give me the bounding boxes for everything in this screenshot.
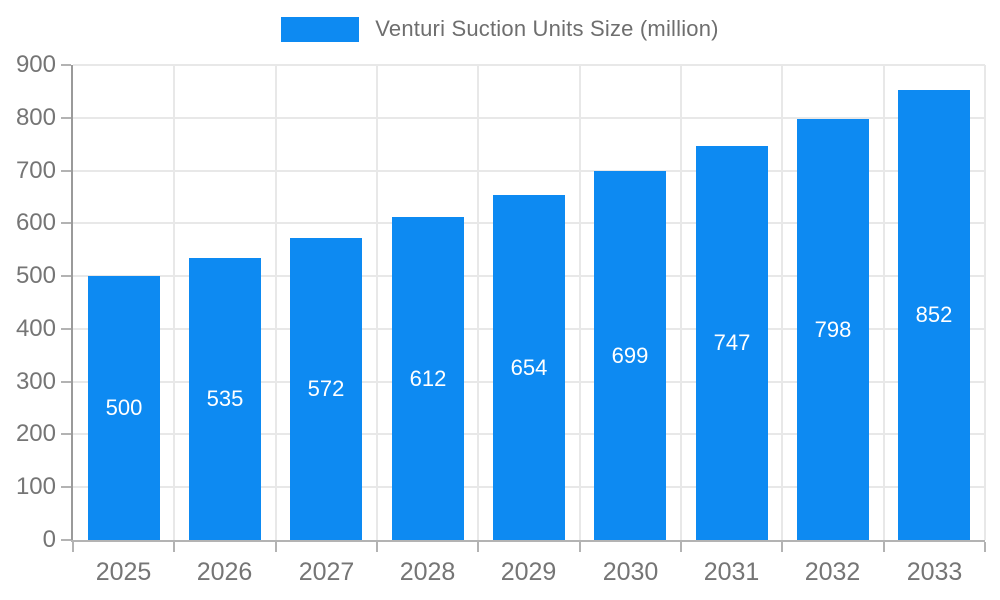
x-tick-0 (72, 542, 74, 552)
y-tick-900 (61, 64, 71, 66)
v-gridline-4 (477, 65, 480, 540)
y-axis-tick-label-900: 900 (15, 51, 56, 78)
plot-area: 500 535 572 612 654 699 747 798 852 (61, 64, 986, 552)
y-axis-tick-label-100: 100 (15, 473, 56, 501)
x-axis-tick-label-2030: 2030 (602, 558, 659, 586)
bar-2030[interactable] (594, 171, 666, 540)
x-axis-tick-label-2025: 2025 (95, 558, 152, 586)
y-tick-0 (61, 539, 71, 541)
v-gridline-5 (578, 65, 581, 540)
x-axis-tick-label-2031: 2031 (703, 558, 760, 586)
x-axis-tick-label-2029: 2029 (500, 558, 557, 586)
v-gridline-3 (376, 65, 378, 540)
y-tick-400 (61, 327, 71, 330)
y-tick-500 (61, 275, 71, 278)
x-tick-8 (882, 542, 885, 552)
x-tick-5 (578, 542, 581, 552)
x-axis-tick-label-2028: 2028 (399, 558, 456, 586)
bar-2033[interactable] (898, 90, 970, 540)
bar-2025[interactable] (88, 276, 160, 540)
x-tick-3 (376, 542, 378, 552)
y-tick-300 (61, 380, 71, 383)
y-axis-tick-label-400: 400 (15, 314, 56, 342)
v-gridline-6 (680, 65, 682, 540)
v-gridline-9 (984, 65, 986, 540)
v-gridline-8 (882, 65, 885, 540)
y-axis-tick-label-800: 800 (15, 103, 56, 131)
y-tick-800 (61, 116, 71, 119)
x-tick-1 (173, 542, 176, 552)
v-gridline-7 (781, 65, 784, 540)
y-axis-tick-label-300: 300 (15, 367, 56, 395)
chart-legend[interactable]: Venturi Suction Units Size (million) (0, 16, 1000, 42)
v-gridline-2 (274, 65, 277, 540)
x-tick-7 (781, 542, 784, 552)
h-gridline-700 (73, 169, 985, 172)
y-axis-tick-label-600: 600 (15, 209, 56, 237)
y-tick-700 (61, 169, 71, 172)
x-tick-9 (984, 542, 986, 552)
bar-2032[interactable] (797, 119, 869, 540)
h-gridline-900 (73, 64, 985, 66)
h-gridline-800 (73, 116, 985, 119)
x-tick-4 (477, 542, 480, 552)
x-axis-tick-label-2033: 2033 (906, 558, 963, 586)
bar-2026[interactable] (189, 258, 261, 540)
bar-2029[interactable] (493, 195, 565, 540)
y-axis-tick-label-0: 0 (42, 526, 56, 553)
y-axis-tick-label-700: 700 (15, 156, 56, 184)
x-tick-2 (274, 542, 277, 552)
x-axis-tick-label-2032: 2032 (804, 558, 861, 586)
y-axis-line (71, 65, 73, 540)
legend-swatch-icon (281, 16, 360, 42)
y-tick-100 (61, 486, 71, 489)
v-gridline-1 (173, 65, 176, 540)
legend-label: Venturi Suction Units Size (million) (375, 16, 719, 41)
bar-2031[interactable] (696, 146, 768, 540)
x-tick-6 (680, 542, 682, 552)
x-axis-tick-label-2027: 2027 (298, 558, 355, 586)
y-axis-tick-label-500: 500 (15, 262, 56, 290)
bar-2028[interactable] (392, 217, 464, 540)
y-tick-600 (61, 222, 71, 225)
x-axis-line (71, 540, 985, 542)
bar-2027[interactable] (290, 238, 362, 540)
y-tick-200 (61, 433, 71, 436)
y-axis-tick-label-200: 200 (15, 420, 56, 448)
x-axis-tick-label-2026: 2026 (196, 558, 253, 586)
